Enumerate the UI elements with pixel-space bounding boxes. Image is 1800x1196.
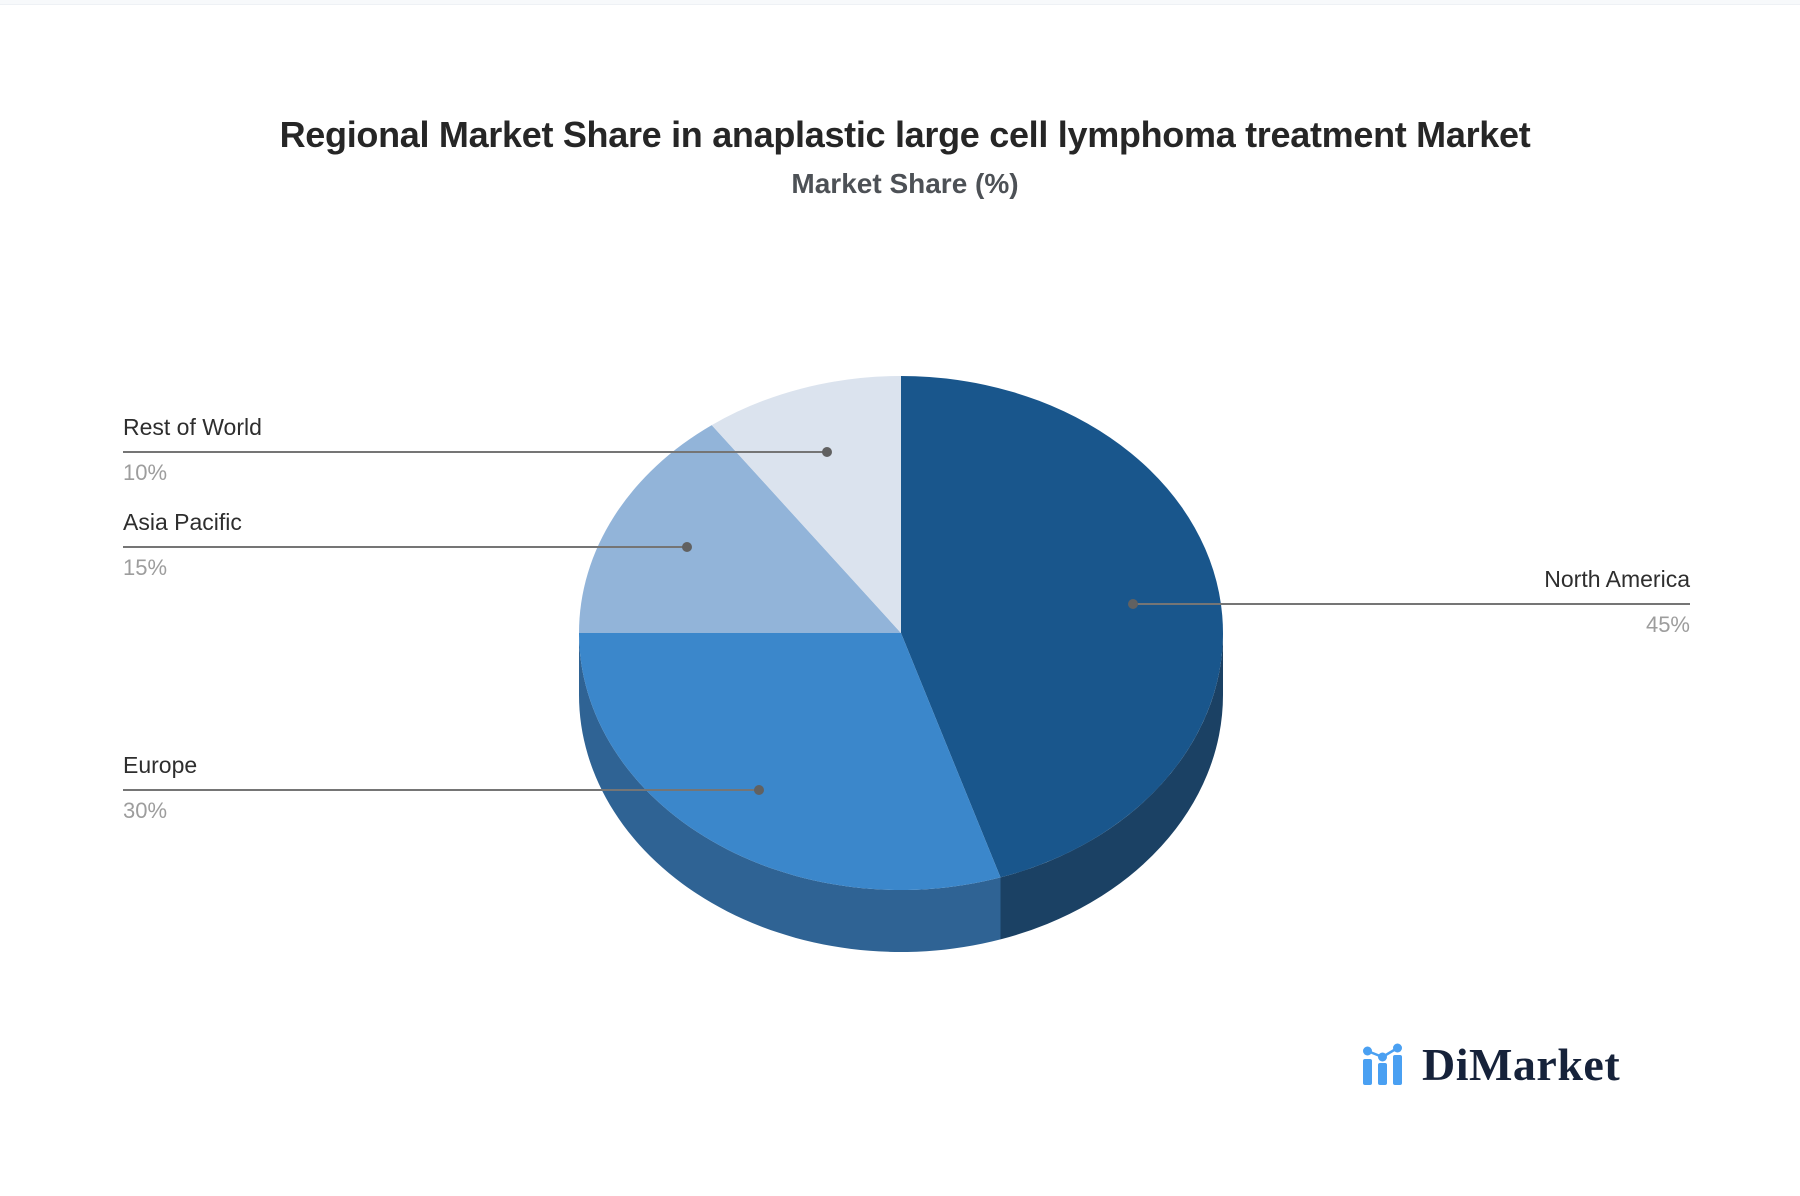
leader-dot-north-america xyxy=(1128,599,1138,609)
bar-chart-logo-icon xyxy=(1363,1043,1402,1085)
dimarket-logo: DiMarket xyxy=(1360,1034,1620,1096)
callout-percent-europe: 30% xyxy=(123,798,168,823)
pie-slice-rest-of-world[interactable] xyxy=(711,376,901,633)
callout-percent-north-america: 45% xyxy=(1645,612,1690,637)
pie-slice-wall-europe xyxy=(579,633,1001,952)
pie-slice-europe[interactable] xyxy=(579,633,1001,890)
leader-dot-europe xyxy=(754,785,764,795)
leader-dot-rest-of-world xyxy=(822,447,832,457)
chart-title: Regional Market Share in anaplastic larg… xyxy=(279,114,1531,155)
callout-label-asia-pacific: Asia Pacific xyxy=(123,509,242,535)
callout-percent-asia-pacific: 15% xyxy=(123,555,168,580)
chart-subtitle: Market Share (%) xyxy=(791,168,1019,199)
leader-dot-asia-pacific xyxy=(682,542,692,552)
callout-label-rest-of-world: Rest of World xyxy=(123,414,262,440)
callout-percent-rest-of-world: 10% xyxy=(123,460,168,485)
dimarket-logo-text: DiMarket xyxy=(1422,1039,1621,1090)
pie-slice-north-america[interactable] xyxy=(901,376,1224,878)
page-top-border xyxy=(0,0,1800,5)
pie-slice-asia-pacific[interactable] xyxy=(579,425,901,633)
pie-slice-wall-north-america xyxy=(1000,633,1223,940)
callout-label-north-america: North America xyxy=(1544,566,1690,592)
callout-label-europe: Europe xyxy=(123,752,198,778)
